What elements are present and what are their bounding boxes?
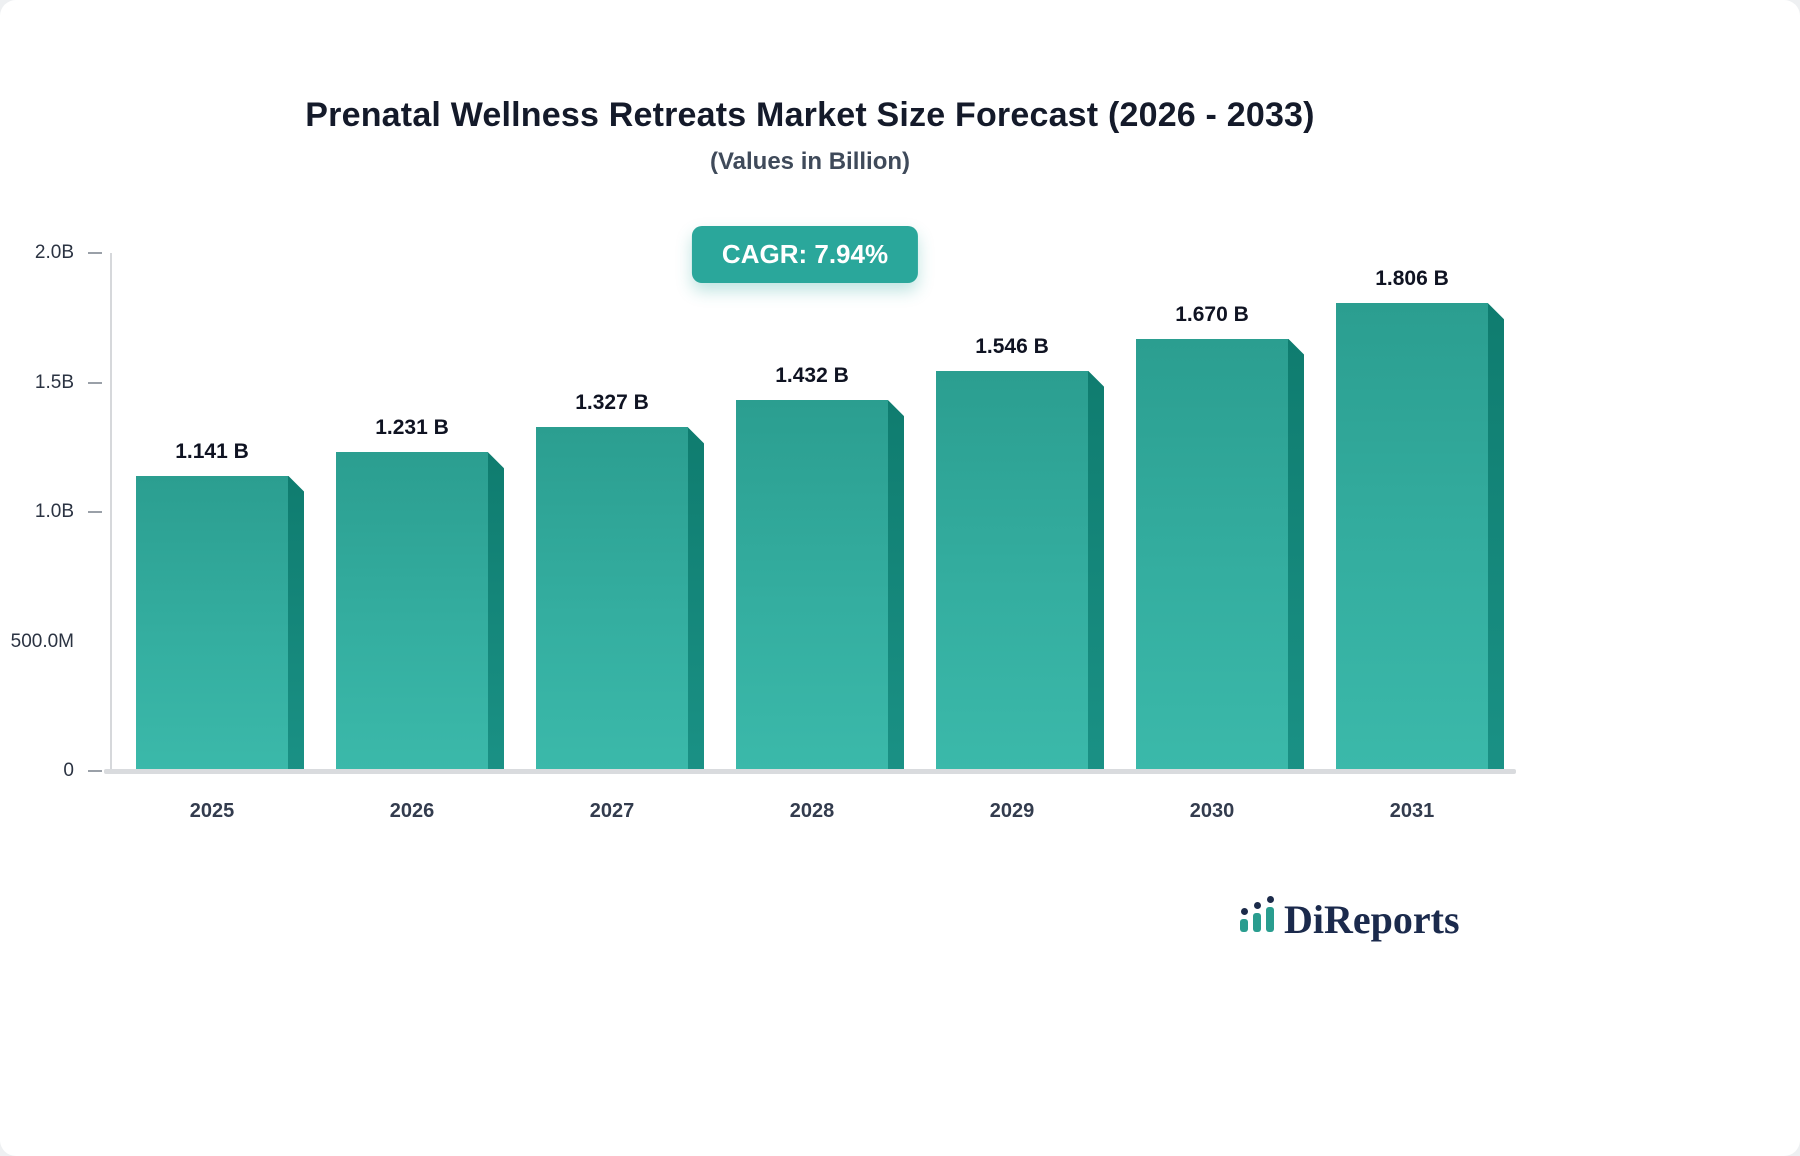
- bar: 1.231 B: [336, 416, 488, 771]
- bar-group: 1.806 B 2031: [1312, 253, 1512, 822]
- bar-value-label: 1.141 B: [175, 439, 249, 463]
- x-axis-label: 2027: [589, 800, 635, 822]
- bar-chart-logo-icon: [1240, 896, 1274, 940]
- cagr-badge: CAGR: 7.94%: [691, 226, 919, 283]
- bar: 1.327 B: [536, 391, 688, 771]
- bar: 1.141 B: [136, 440, 288, 771]
- bar-group: 1.432 B 2028: [712, 253, 912, 822]
- x-axis-label: 2031: [1389, 800, 1435, 822]
- x-axis-label: 2030: [1189, 800, 1235, 822]
- y-axis: 2.0B 1.5B 1.0B 500.0M 0: [0, 242, 104, 781]
- y-tick-label: 2.0B: [34, 242, 74, 263]
- y-tick-dash: [88, 381, 102, 384]
- bar-group: 1.670 B 2030: [1112, 253, 1312, 822]
- y-tick-label: 500.0M: [10, 630, 74, 652]
- x-axis-baseline: [104, 769, 1516, 774]
- brand-logo: DiReports: [1240, 896, 1460, 940]
- bar: 1.806 B: [1336, 267, 1488, 771]
- chart-title: Prenatal Wellness Retreats Market Size F…: [305, 96, 1315, 134]
- bar-value-label: 1.432 B: [775, 364, 849, 388]
- y-tick-dash: [88, 770, 102, 772]
- bar-value-label: 1.806 B: [1375, 267, 1449, 291]
- bar-value-label: 1.546 B: [975, 334, 1049, 358]
- x-axis-label: 2028: [789, 800, 835, 822]
- y-tick-dash: [88, 252, 102, 254]
- y-tick-label: 0: [63, 760, 74, 781]
- chart-subtitle: (Values in Billion): [709, 148, 911, 175]
- y-tick-dash: [88, 511, 102, 513]
- bar-value-label: 1.327 B: [575, 391, 649, 415]
- x-axis-label: 2029: [989, 800, 1035, 822]
- y-tick-label: 1.0B: [34, 501, 74, 522]
- bar-value-label: 1.231 B: [375, 416, 449, 440]
- bar-value-label: 1.670 B: [1175, 302, 1249, 326]
- bar-group: 1.231 B 2026: [312, 253, 512, 822]
- bar-group: 1.327 B 2027: [512, 253, 712, 822]
- x-axis-label: 2026: [389, 800, 435, 822]
- bar: 1.670 B: [1136, 303, 1288, 771]
- y-tick-label: 1.5B: [34, 371, 74, 393]
- plot-area: 1.141 B 2025 1.231 B 2026 1.327 B 2027 1.432 B…: [110, 253, 1512, 822]
- bar: 1.546 B: [936, 335, 1088, 771]
- bar-group: 1.141 B 2025: [112, 253, 312, 822]
- brand-name: DiReports: [1284, 897, 1460, 942]
- bar-group: 1.546 B 2029: [912, 253, 1112, 822]
- bar: 1.432 B: [736, 364, 888, 771]
- x-axis-label: 2025: [189, 800, 235, 822]
